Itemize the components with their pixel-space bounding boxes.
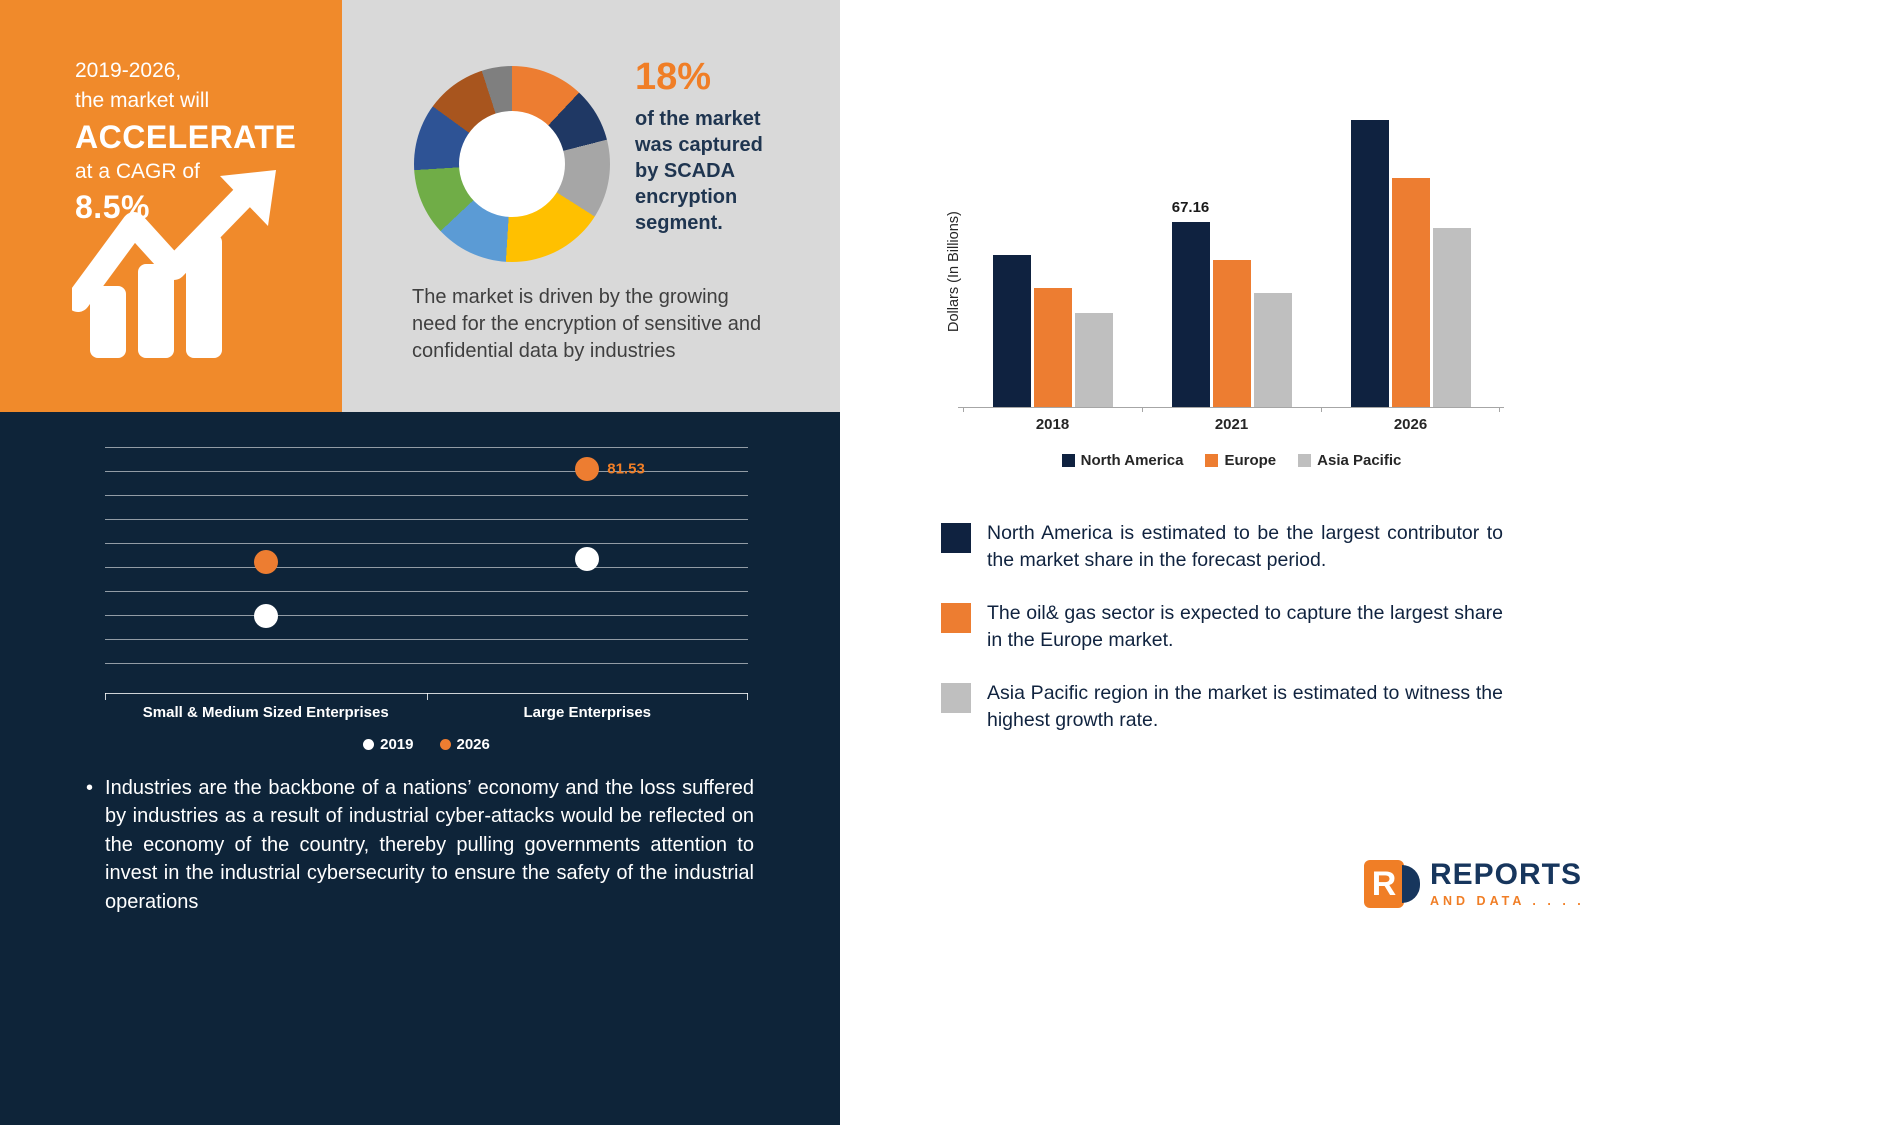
dot-legend-item-2026: 2026 xyxy=(439,736,490,753)
dot-plot-legend: 2019 2026 xyxy=(105,736,748,753)
legend-square-icon xyxy=(1061,454,1075,467)
legend-dot-icon xyxy=(439,739,451,750)
legend-label: North America xyxy=(1080,452,1184,469)
cagr-line: at a CAGR of xyxy=(75,159,200,183)
gridline xyxy=(105,447,748,448)
dot-legend-item-2019: 2019 xyxy=(363,736,414,753)
regional-bar-panel: Dollars (In Billions) 67.16 2018 2021 2026… xyxy=(840,0,1903,1125)
bar-North America-2026 xyxy=(1350,120,1389,407)
donut-chart xyxy=(414,66,610,262)
data-point-2026 xyxy=(575,457,600,482)
bar-chart-categories: 2018 2021 2026 xyxy=(963,416,1500,433)
bar-value-label: 67.16 xyxy=(1171,198,1210,216)
bar-category-label: 2026 xyxy=(1393,416,1428,433)
bar-chart: 67.16 xyxy=(963,90,1500,407)
gridline xyxy=(105,518,748,520)
dot-category-label: Small & Medium Sized Enterprises xyxy=(142,704,389,721)
gridline xyxy=(105,615,748,616)
bar-Europe-2021 xyxy=(1212,259,1251,407)
cagr-line: the market will xyxy=(75,89,210,113)
dot-plot: 81.53 xyxy=(105,447,748,664)
bar-chart-ylabel: Dollars (In Billions) xyxy=(946,211,962,332)
bar-legend-item-North America: North America xyxy=(1061,452,1184,469)
bar-Asia Pacific-2026 xyxy=(1432,227,1471,407)
bar-North America-2021: 67.16 xyxy=(1171,199,1210,407)
gridline xyxy=(105,639,748,640)
bar-chart-baseline xyxy=(958,407,1504,412)
data-point-2026 xyxy=(253,550,278,575)
bar-Asia Pacific-2021 xyxy=(1253,292,1292,407)
industry-bullet-text: Industries are the backbone of a nations… xyxy=(105,777,754,913)
logo-name: REPORTS xyxy=(1430,858,1583,891)
donut-percent-caption: of the market was captured by SCADA encr… xyxy=(635,108,763,234)
insight-text: Asia Pacific region in the market is est… xyxy=(987,681,1503,731)
insight-marker-icon xyxy=(941,523,971,553)
donut-panel: 18% of the market was captured by SCADA … xyxy=(342,0,840,412)
logo-text: REPORTS AND DATA . . . . xyxy=(1430,858,1585,909)
insight-row-1: The oil& gas sector is expected to captu… xyxy=(941,600,1503,654)
legend-square-icon xyxy=(1298,454,1312,467)
logo-icon: R xyxy=(1364,860,1420,908)
data-point-2019 xyxy=(575,546,600,571)
gridline xyxy=(105,495,748,496)
gridline xyxy=(105,567,748,568)
dot-plot-axis xyxy=(105,693,748,700)
donut-headline: 18% of the market was captured by SCADA … xyxy=(635,58,785,236)
insight-row-0: North America is estimated to be the lar… xyxy=(941,520,1503,574)
logo-r-icon: R xyxy=(1364,860,1404,908)
data-point-2019 xyxy=(253,603,278,628)
enterprise-dot-panel: 81.53 Small & Medium Sized Enterprises La… xyxy=(0,412,840,1125)
donut-percent: 18% xyxy=(635,56,712,98)
bar-category-label: 2021 xyxy=(1214,416,1249,433)
bar-chart-legend: North America Europe Asia Pacific xyxy=(963,452,1500,469)
logo-tagline: AND DATA . . . . xyxy=(1430,894,1585,908)
cagr-panel: 2019-2026, the market will ACCELERATE at… xyxy=(0,0,342,412)
cagr-text-block: 2019-2026, the market will ACCELERATE at… xyxy=(75,56,296,227)
bar-legend-item-Asia Pacific: Asia Pacific xyxy=(1298,452,1401,469)
bar-Asia Pacific-2018 xyxy=(1074,313,1113,407)
gridline xyxy=(105,543,748,544)
insight-list: North America is estimated to be the lar… xyxy=(941,520,1503,759)
legend-label: Asia Pacific xyxy=(1317,452,1402,469)
bar-legend-item-Europe: Europe xyxy=(1205,452,1276,469)
bar-group-2021: 67.16 xyxy=(1142,90,1321,407)
gridline xyxy=(105,663,748,664)
dot-plot-categories: Small & Medium Sized Enterprises Large En… xyxy=(105,704,748,721)
bar-group-2018 xyxy=(963,90,1142,407)
gridline xyxy=(105,590,748,592)
bar-group-2026 xyxy=(1321,90,1500,407)
insight-row-2: Asia Pacific region in the market is est… xyxy=(941,680,1503,734)
bar-category-label: 2018 xyxy=(1035,416,1070,433)
bar-Europe-2026 xyxy=(1391,178,1430,407)
gridline xyxy=(105,471,748,472)
reports-and-data-logo: R REPORTS AND DATA . . . . xyxy=(1364,860,1585,908)
cagr-years: 2019-2026, xyxy=(75,59,182,82)
cagr-accelerate: ACCELERATE xyxy=(75,118,297,155)
insight-marker-icon xyxy=(941,602,971,633)
legend-label: 2019 xyxy=(380,736,414,753)
insight-marker-icon xyxy=(941,682,971,713)
dot-category-label: Large Enterprises xyxy=(523,704,652,721)
logo-d-icon xyxy=(1402,865,1420,903)
bar-Europe-2018 xyxy=(1033,288,1072,407)
insight-text: North America is estimated to be the lar… xyxy=(987,522,1503,571)
legend-dot-icon xyxy=(363,739,375,750)
donut-subtext: The market is driven by the growing need… xyxy=(412,286,762,362)
insight-text: The oil& gas sector is expected to captu… xyxy=(987,601,1503,651)
legend-label: 2026 xyxy=(456,736,490,753)
dot-value-label: 81.53 xyxy=(607,460,645,478)
bullet-marker: • xyxy=(86,777,94,799)
bar-North America-2018 xyxy=(992,255,1031,407)
legend-label: Europe xyxy=(1224,452,1277,469)
growth-arrow-icon xyxy=(72,170,276,358)
donut-hole xyxy=(459,111,565,217)
legend-square-icon xyxy=(1205,454,1219,467)
industry-bullet: • Industries are the backbone of a natio… xyxy=(86,774,754,916)
